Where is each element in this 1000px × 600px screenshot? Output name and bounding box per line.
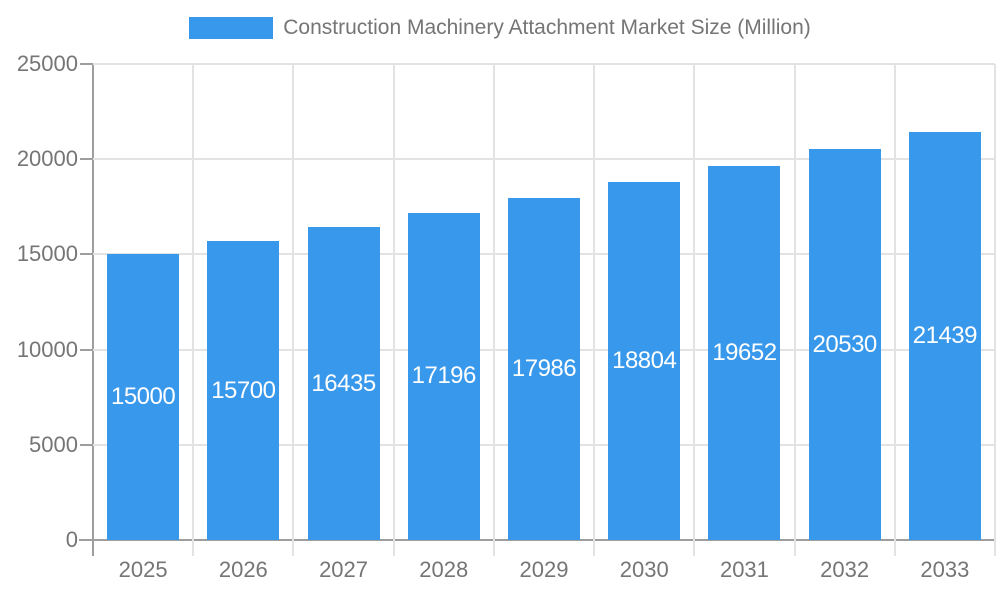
plot-area: 15000 15700 16435 17196 17986 18804 19652 20530…	[93, 63, 996, 556]
y-tick-label: 20000	[16, 146, 78, 172]
x-axis-line	[79, 539, 995, 541]
y-tick-label: 25000	[16, 51, 78, 76]
bar-value-label: 15700	[211, 376, 276, 404]
y-axis-tick	[80, 63, 93, 65]
x-tick-label: 2030	[619, 557, 669, 582]
bar[interactable]: 17196	[407, 212, 480, 540]
bar-value-label: 19652	[712, 338, 777, 366]
x-tick-label: 2025	[118, 557, 168, 582]
bar-value-label: 17986	[511, 354, 577, 382]
bar[interactable]: 17986	[508, 197, 580, 540]
bar-value-label: 17196	[411, 362, 477, 390]
gridline-v	[593, 64, 596, 556]
x-tick-label: 2031	[719, 557, 769, 582]
y-tick-label: 5000	[29, 431, 78, 457]
y-tick-label: 10000	[16, 336, 78, 362]
gridline-v	[994, 64, 996, 556]
bar[interactable]: 20530	[808, 149, 881, 540]
gridline-v	[893, 64, 896, 556]
bar[interactable]: 15700	[207, 241, 280, 540]
gridline-h	[93, 158, 995, 161]
gridline-v	[693, 64, 696, 556]
y-tick-label: 15000	[16, 241, 78, 267]
bar-value-label: 21439	[912, 321, 978, 349]
legend-swatch-icon	[189, 17, 274, 39]
bar[interactable]: 21439	[908, 131, 981, 540]
gridline-v	[793, 64, 796, 556]
gridline-v	[292, 64, 295, 556]
bar[interactable]: 16435	[307, 227, 380, 540]
bar[interactable]: 15000	[107, 254, 180, 540]
y-axis-line	[92, 64, 94, 556]
gridline-h	[93, 63, 995, 65]
bar-value-label: 20530	[812, 330, 878, 358]
bar-value-label: 15000	[110, 383, 176, 411]
x-tick-label: 2033	[920, 557, 970, 582]
y-axis-tick	[80, 539, 93, 541]
bar[interactable]: 18804	[608, 181, 681, 540]
gridline-v	[492, 64, 495, 556]
x-tick-label: 2028	[419, 557, 469, 582]
bar-value-label: 18804	[612, 346, 677, 374]
x-tick-label: 2032	[820, 557, 870, 582]
y-tick-label: 0	[65, 527, 78, 552]
y-axis-tick	[80, 158, 93, 161]
x-tick-label: 2026	[218, 557, 268, 582]
gridline-v	[392, 64, 395, 556]
bar[interactable]: 19652	[708, 165, 781, 540]
legend[interactable]: Construction Machinery Attachment Market…	[0, 16, 1000, 40]
x-tick-label: 2029	[519, 557, 569, 582]
bar-value-label: 16435	[311, 369, 376, 397]
y-axis-tick	[80, 348, 93, 351]
gridline-v	[192, 64, 195, 556]
y-axis-tick	[80, 253, 93, 256]
legend-label: Construction Machinery Attachment Market…	[283, 16, 811, 39]
y-axis-tick	[80, 443, 93, 446]
x-tick-label: 2027	[319, 557, 369, 582]
